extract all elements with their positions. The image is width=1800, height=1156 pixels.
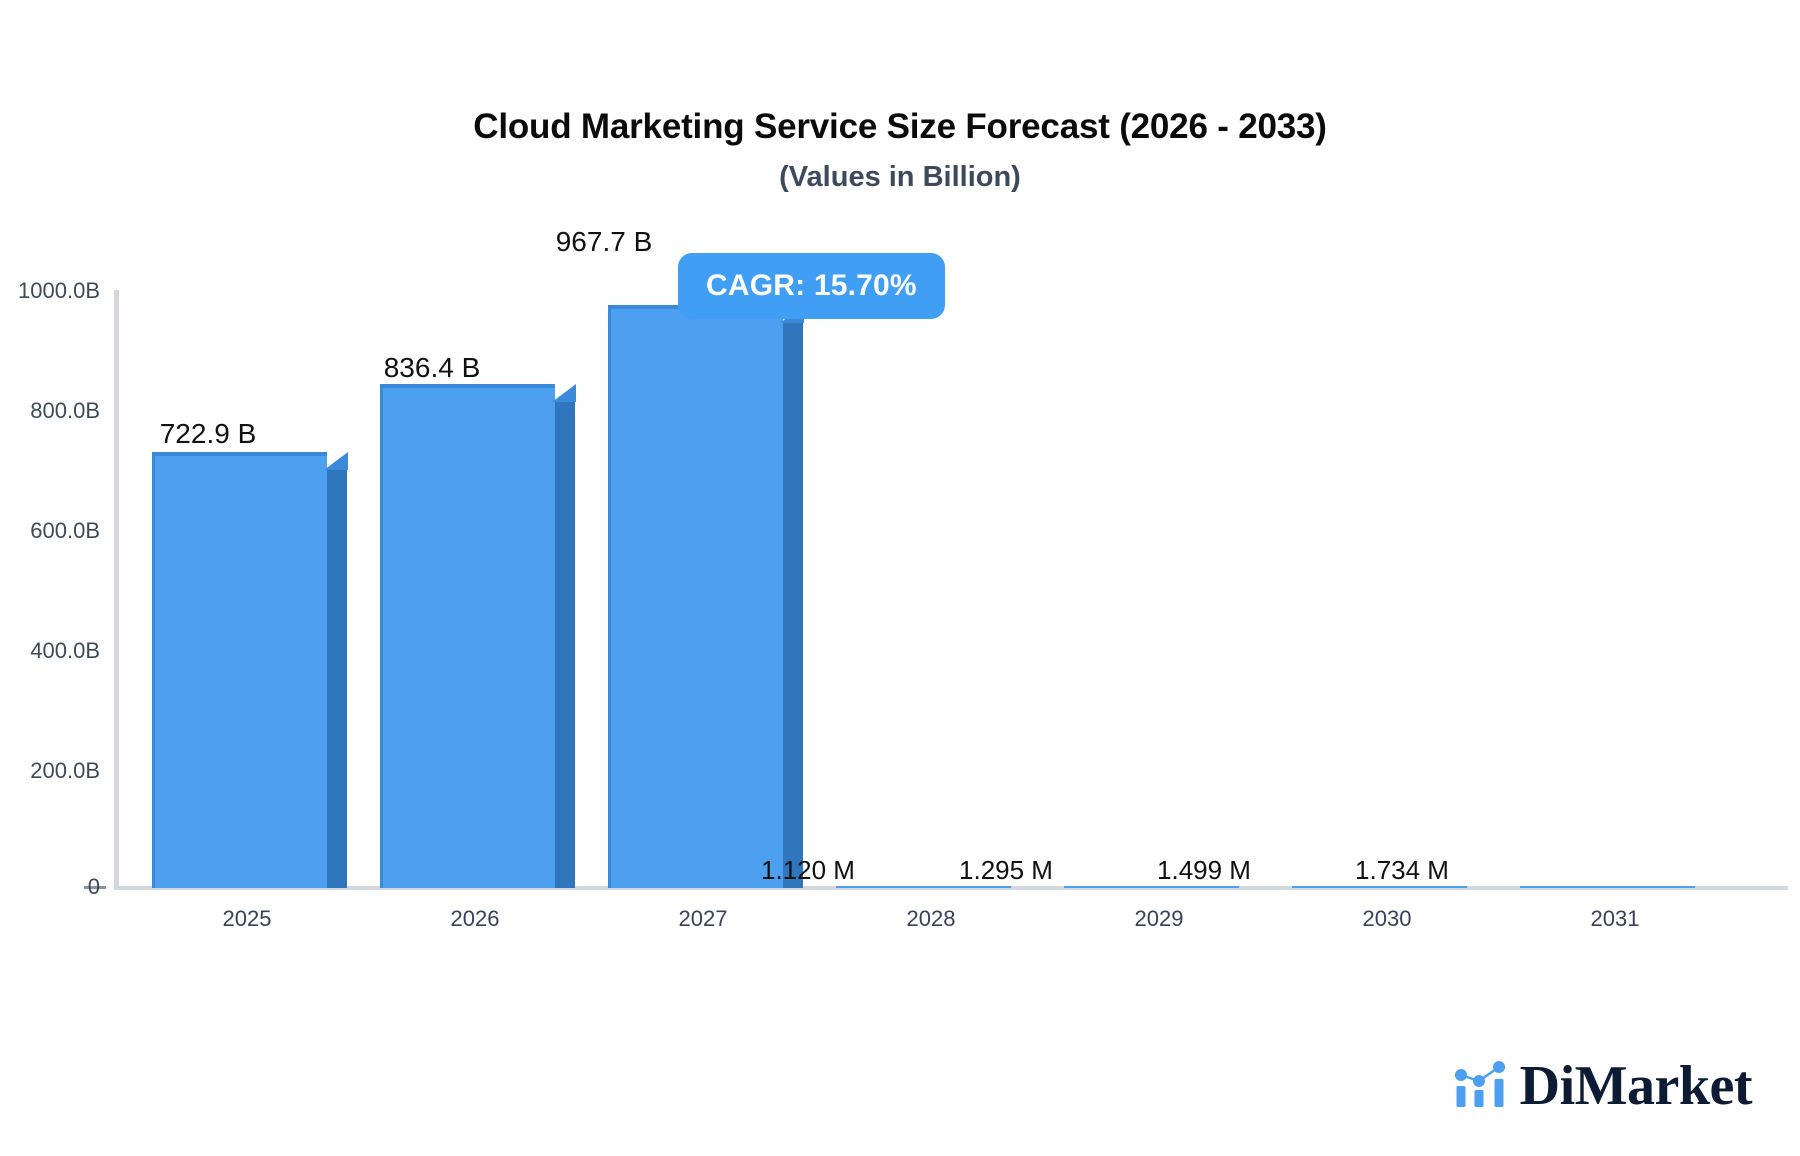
x-label-2031: 2031 <box>1590 906 1640 931</box>
y-tick-label-400: 400.0B <box>30 638 100 663</box>
y-tick-label-800: 800.0B <box>30 398 100 423</box>
bar-face-2031 <box>1520 886 1695 888</box>
brand-name: DiMarket <box>1519 1055 1753 1117</box>
bar-2029[interactable] <box>1064 886 1254 888</box>
bar-face-2027 <box>608 305 783 888</box>
x-label-2030: 2030 <box>1362 906 1412 931</box>
bar-bevel-2026 <box>552 384 576 402</box>
y-tick-label-1000: 1000.0B <box>18 278 100 303</box>
y-axis-zero-tick <box>84 886 106 889</box>
x-label-2025: 2025 <box>222 906 272 931</box>
y-tick-label-200: 200.0B <box>30 758 100 783</box>
bar-face-2030 <box>1292 886 1467 888</box>
chart-subtitle: (Values in Billion) <box>779 160 1021 193</box>
bar-label-2026: 836.4 B <box>383 352 481 383</box>
bar-side-2027 <box>783 323 803 888</box>
bar-side-2025 <box>327 470 347 888</box>
bar-label-2030: 1.499 M <box>1157 855 1251 885</box>
bar-chart-dots-icon <box>1454 1059 1506 1114</box>
y-axis-line <box>114 290 119 888</box>
x-label-2026: 2026 <box>450 906 500 931</box>
bar-2027[interactable] <box>608 305 804 888</box>
bar-2030[interactable] <box>1292 886 1482 888</box>
bar-face-2026 <box>380 384 555 888</box>
cagr-badge: CAGR: 15.70% <box>678 253 945 319</box>
bar-2025[interactable] <box>152 452 348 888</box>
bar-face-2028 <box>836 886 1011 888</box>
bar-bevel-2025 <box>324 452 348 470</box>
brand-logo: DiMarket <box>1454 1055 1753 1117</box>
bar-label-2027: 967.7 B <box>555 226 653 257</box>
bar-2028[interactable] <box>836 886 1026 888</box>
x-label-2028: 2028 <box>906 906 956 931</box>
x-label-2027: 2027 <box>678 906 728 931</box>
y-tick-label-600: 600.0B <box>30 518 100 543</box>
x-axis-line <box>114 886 1788 890</box>
x-label-2029: 2029 <box>1134 906 1184 931</box>
bar-side-2026 <box>555 402 575 888</box>
bar-label-2025: 722.9 B <box>159 418 257 449</box>
bar-face-2025 <box>152 452 327 888</box>
bar-label-2028: 1.120 M <box>761 855 855 885</box>
bar-face-2029 <box>1064 886 1239 888</box>
chart-title-block: Cloud Marketing Service Size Forecast (2… <box>0 107 1800 193</box>
bar-label-2029: 1.295 M <box>959 855 1053 885</box>
y-tick-label-0: 0 <box>87 874 100 899</box>
bar-label-2031: 1.734 M <box>1355 855 1449 885</box>
bar-2031[interactable] <box>1520 886 1710 888</box>
bar-2026[interactable] <box>380 384 576 888</box>
chart-title: Cloud Marketing Service Size Forecast (2… <box>473 107 1327 146</box>
